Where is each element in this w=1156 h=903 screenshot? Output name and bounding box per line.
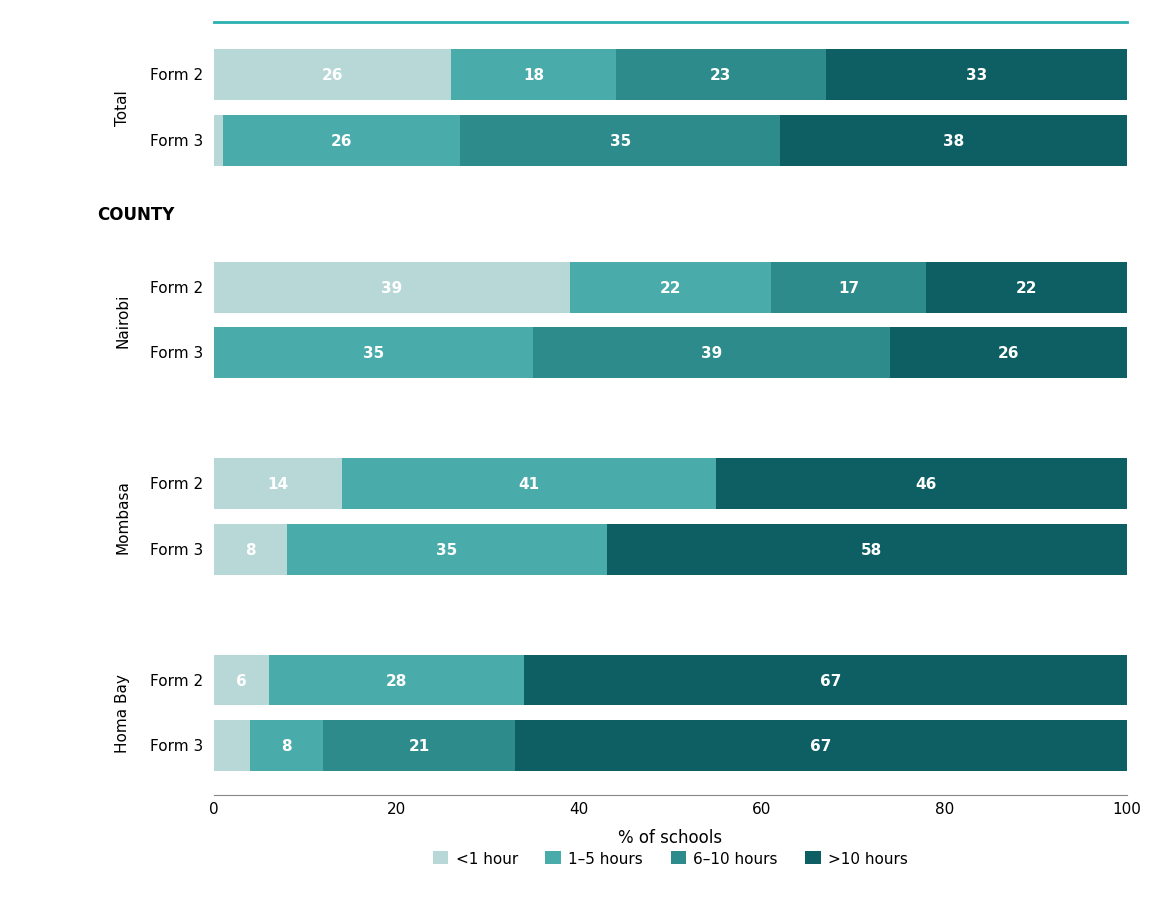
Text: 6: 6 <box>236 673 246 688</box>
Text: 14: 14 <box>267 477 288 491</box>
Bar <box>525 655 1136 705</box>
Bar <box>342 459 717 509</box>
Bar <box>771 263 926 313</box>
Text: 8: 8 <box>245 542 255 557</box>
Text: 26: 26 <box>321 69 343 83</box>
Bar <box>717 459 1136 509</box>
Bar <box>214 525 287 575</box>
Bar <box>214 459 342 509</box>
Text: Form 3: Form 3 <box>149 542 203 557</box>
Bar <box>324 721 516 771</box>
Text: Total: Total <box>116 90 129 126</box>
Bar <box>780 116 1127 166</box>
Bar <box>287 525 607 575</box>
Bar <box>214 116 223 166</box>
Bar <box>607 525 1136 575</box>
Text: 8: 8 <box>282 738 292 753</box>
Bar <box>214 328 534 378</box>
Text: 38: 38 <box>943 134 964 148</box>
Bar <box>570 263 771 313</box>
Bar <box>214 655 268 705</box>
Bar <box>451 51 616 101</box>
Text: 21: 21 <box>409 738 430 753</box>
Text: 26: 26 <box>331 134 353 148</box>
Bar <box>825 51 1127 101</box>
Bar <box>214 263 570 313</box>
X-axis label: % of schools: % of schools <box>618 828 722 845</box>
Text: 23: 23 <box>710 69 732 83</box>
Text: 17: 17 <box>838 281 859 295</box>
Text: 28: 28 <box>386 673 407 688</box>
Text: Mombasa: Mombasa <box>116 480 129 554</box>
Bar <box>214 721 251 771</box>
Text: 33: 33 <box>965 69 987 83</box>
Bar <box>926 263 1127 313</box>
Text: 41: 41 <box>518 477 540 491</box>
Bar <box>616 51 825 101</box>
Text: 39: 39 <box>381 281 402 295</box>
Text: 35: 35 <box>436 542 458 557</box>
Text: 67: 67 <box>810 738 832 753</box>
Text: Form 2: Form 2 <box>150 281 203 295</box>
Text: 22: 22 <box>1016 281 1037 295</box>
Text: Form 2: Form 2 <box>150 69 203 83</box>
Bar <box>534 328 890 378</box>
Text: 35: 35 <box>609 134 631 148</box>
Bar <box>460 116 780 166</box>
Text: 58: 58 <box>861 542 882 557</box>
Bar <box>251 721 324 771</box>
Text: 35: 35 <box>363 346 384 361</box>
Text: Homa Bay: Homa Bay <box>116 674 129 752</box>
Text: 46: 46 <box>916 477 936 491</box>
Text: Form 3: Form 3 <box>149 346 203 361</box>
Bar <box>268 655 525 705</box>
Text: 26: 26 <box>998 346 1020 361</box>
Bar <box>516 721 1127 771</box>
Text: COUNTY: COUNTY <box>97 206 175 224</box>
Text: 39: 39 <box>701 346 722 361</box>
Text: Form 2: Form 2 <box>150 477 203 491</box>
Bar <box>214 51 451 101</box>
Text: Form 3: Form 3 <box>149 134 203 148</box>
Bar <box>223 116 460 166</box>
Text: Form 2: Form 2 <box>150 673 203 688</box>
Text: 67: 67 <box>820 673 840 688</box>
Text: Nairobi: Nairobi <box>116 293 129 348</box>
Text: 22: 22 <box>660 281 681 295</box>
Text: Form 3: Form 3 <box>149 738 203 753</box>
Legend: <1 hour, 1–5 hours, 6–10 hours, >10 hours: <1 hour, 1–5 hours, 6–10 hours, >10 hour… <box>427 844 914 872</box>
Bar <box>890 328 1127 378</box>
Text: 18: 18 <box>523 69 544 83</box>
